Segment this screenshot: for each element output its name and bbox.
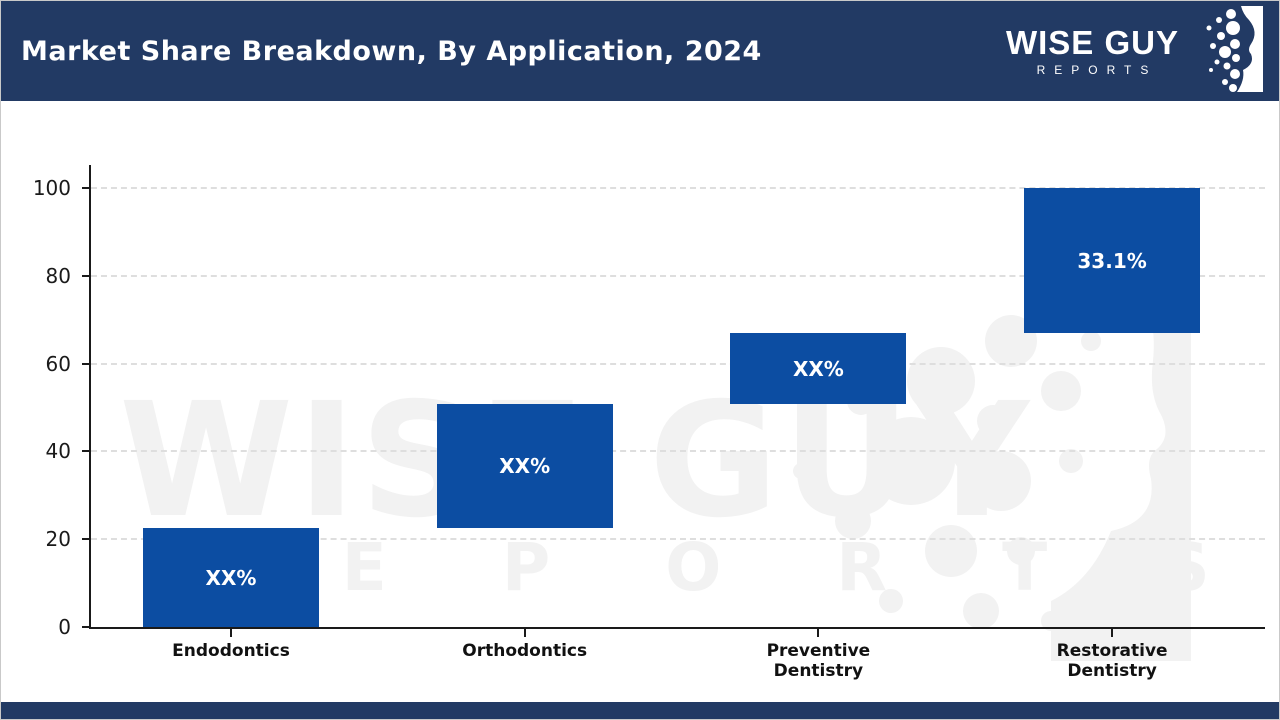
- gridline-40: [91, 450, 1265, 453]
- xtick-mark: [523, 629, 526, 637]
- footer-bar: [1, 702, 1279, 719]
- x-axis-spine: [89, 627, 1265, 629]
- ytick-mark: [82, 626, 90, 628]
- bar-value-label: XX%: [792, 356, 844, 381]
- y-axis-spine: [89, 165, 91, 629]
- header-bar: Market Share Breakdown, By Application, …: [1, 1, 1279, 101]
- ytick-label-40: 40: [45, 439, 71, 464]
- xcat-label-line: Dentistry: [1067, 661, 1157, 681]
- bar-value-label: 33.1%: [1077, 248, 1147, 273]
- ytick-mark: [82, 362, 90, 365]
- ytick-label-80: 80: [45, 263, 71, 288]
- logo-subtitle: REPORTS: [1036, 63, 1158, 77]
- ytick-mark: [82, 450, 90, 453]
- xcat-label-line: Endodontics: [172, 641, 290, 661]
- xcat-label-preventive-dentistry: Preventive Dentistry: [698, 641, 938, 681]
- wise-guy-reports-logo: WISE GUY REPORTS: [1006, 6, 1263, 96]
- dotted-face-icon: [1181, 6, 1263, 96]
- xtick-mark: [817, 629, 820, 637]
- ytick-mark: [82, 538, 90, 541]
- xcat-label-orthodontics: Orthodontics: [405, 641, 645, 661]
- gridline-60: [91, 362, 1265, 365]
- bar-segment-restorative-dentistry: 33.1%: [1024, 188, 1201, 334]
- ytick-label-0: 0: [58, 615, 71, 639]
- xcat-label-line: Orthodontics: [462, 641, 588, 661]
- ytick-label-20: 20: [45, 527, 71, 552]
- xtick-mark: [1111, 629, 1114, 637]
- ytick-mark: [82, 274, 90, 277]
- xcat-label-endodontics: Endodontics: [111, 641, 351, 661]
- gridline-100: [91, 187, 1265, 189]
- ytick-label-60: 60: [45, 351, 71, 376]
- bar-value-label: XX%: [205, 565, 257, 590]
- logo-wordmark: WISE GUY: [1005, 24, 1179, 61]
- xcat-label-line: Restorative: [1056, 641, 1168, 661]
- gridline-80: [91, 274, 1265, 277]
- logo-text: WISE GUY REPORTS: [1006, 26, 1179, 76]
- xtick-mark: [230, 629, 232, 637]
- bar-segment-orthodontics: XX%: [436, 403, 613, 529]
- waterfall-chart: 0 20 40 60 80 100 XX% XX% XX% 33.1% Endodontics O…: [1, 101, 1279, 704]
- xcat-label-restorative-dentistry: Restorative Dentistry: [992, 641, 1232, 681]
- page-title: Market Share Breakdown, By Application, …: [21, 35, 762, 67]
- gridline-20: [91, 538, 1265, 541]
- bar-value-label: XX%: [499, 454, 551, 479]
- xcat-label-line: Dentistry: [773, 661, 864, 681]
- ytick-label-100: 100: [32, 176, 71, 200]
- bar-segment-preventive-dentistry: XX%: [730, 333, 907, 404]
- xcat-label-line: Preventive: [766, 641, 871, 661]
- bar-segment-endodontics: XX%: [143, 528, 319, 627]
- ytick-mark: [82, 187, 90, 189]
